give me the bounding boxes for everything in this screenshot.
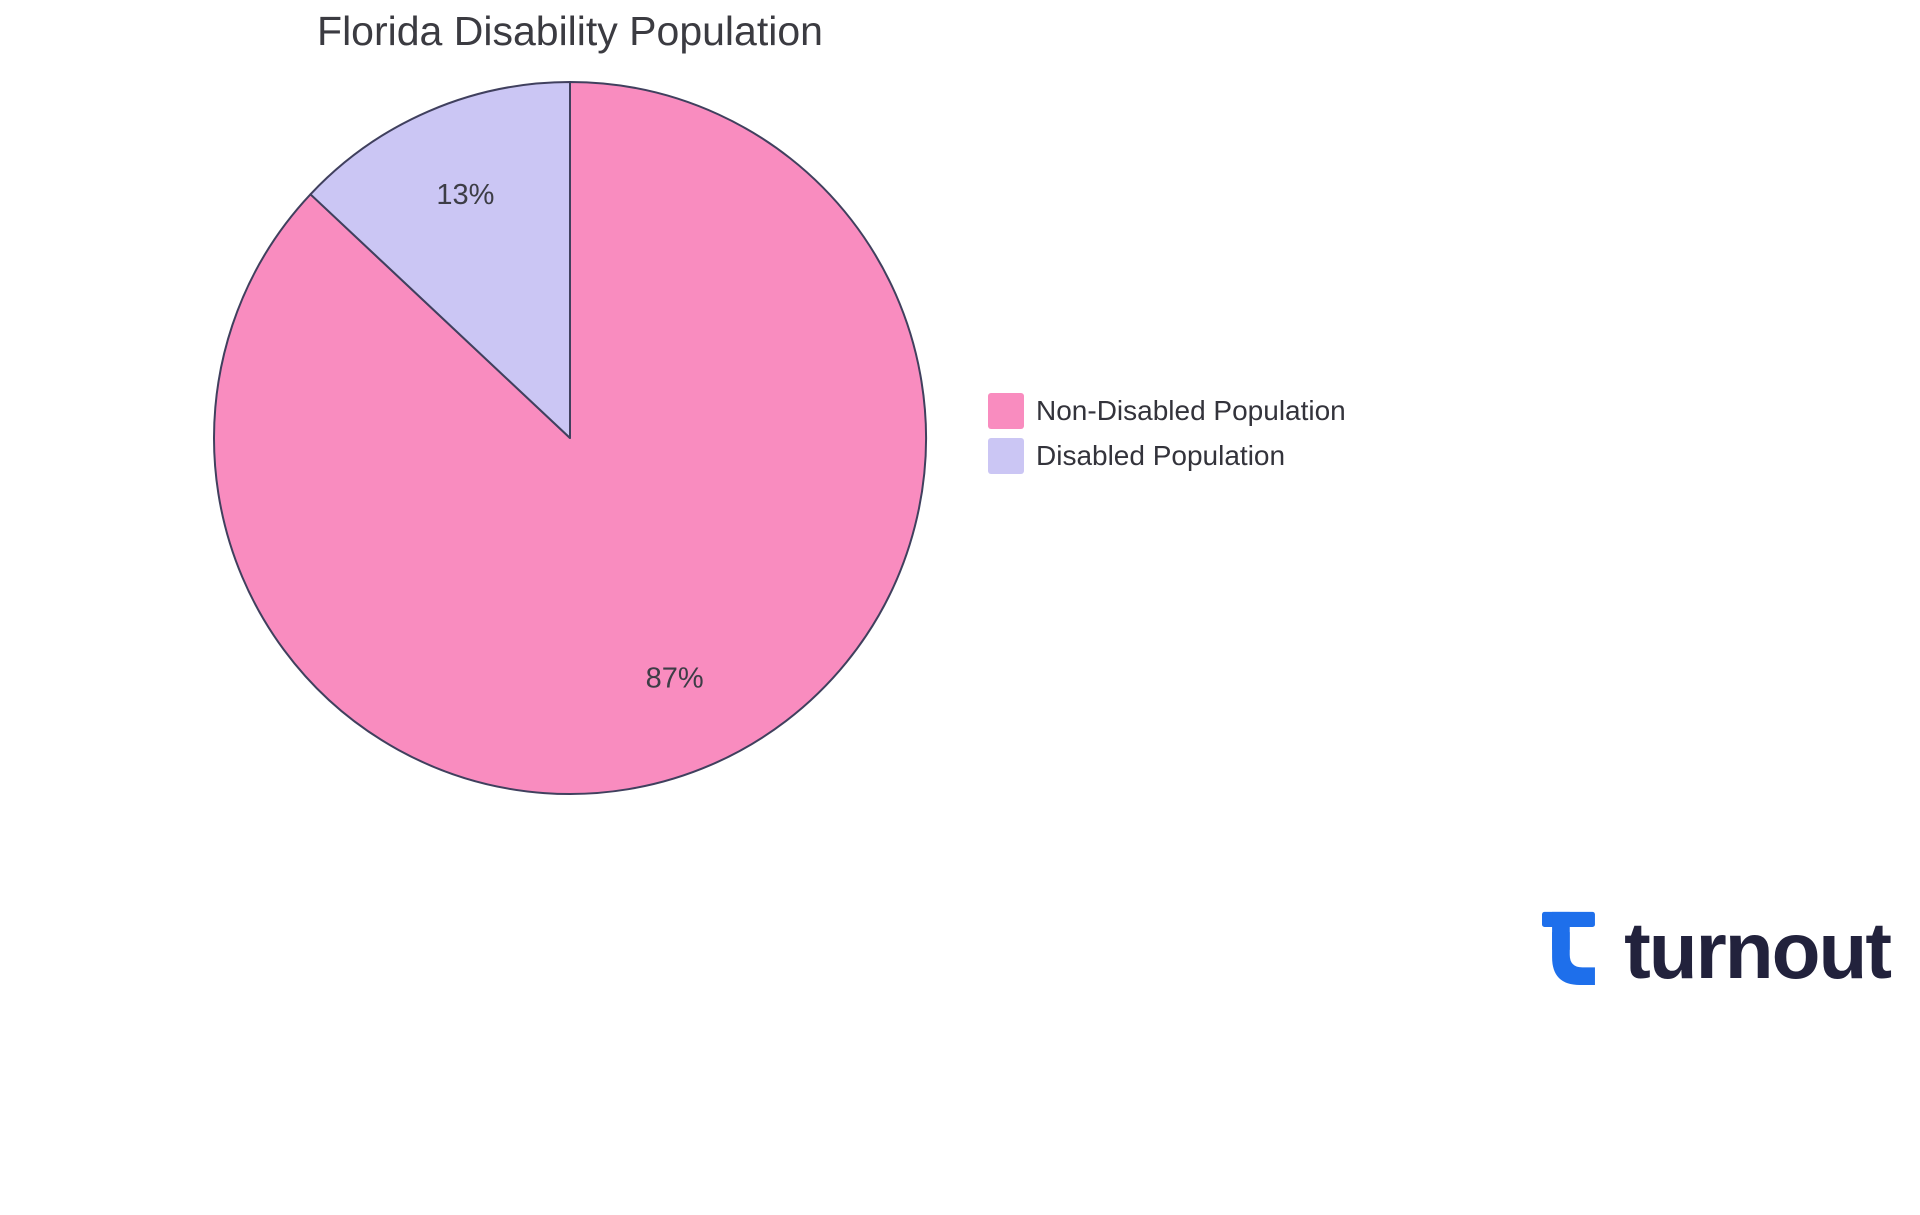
pie-chart: 87% 13% (213, 81, 927, 795)
legend: Non-Disabled Population Disabled Populat… (988, 393, 1346, 474)
pie-slice-1[interactable] (309, 81, 571, 439)
brand-logo: turnout (1542, 903, 1892, 999)
legend-item-non-disabled[interactable]: Non-Disabled Population (988, 393, 1346, 429)
legend-swatch-non-disabled (988, 393, 1024, 429)
turnout-logo-icon (1542, 911, 1596, 986)
slice-percent-label-1: 13% (436, 179, 494, 211)
brand-name: turnout (1624, 906, 1892, 995)
legend-swatch-disabled (988, 438, 1024, 474)
chart-title: Florida Disability Population (317, 8, 823, 54)
legend-label-non-disabled: Non-Disabled Population (1036, 395, 1346, 426)
legend-item-disabled[interactable]: Disabled Population (988, 438, 1346, 474)
legend-label-disabled: Disabled Population (1036, 440, 1286, 471)
slice-percent-label-0: 87% (646, 662, 704, 694)
pie-chart-area: 87% 13% (208, 76, 932, 800)
